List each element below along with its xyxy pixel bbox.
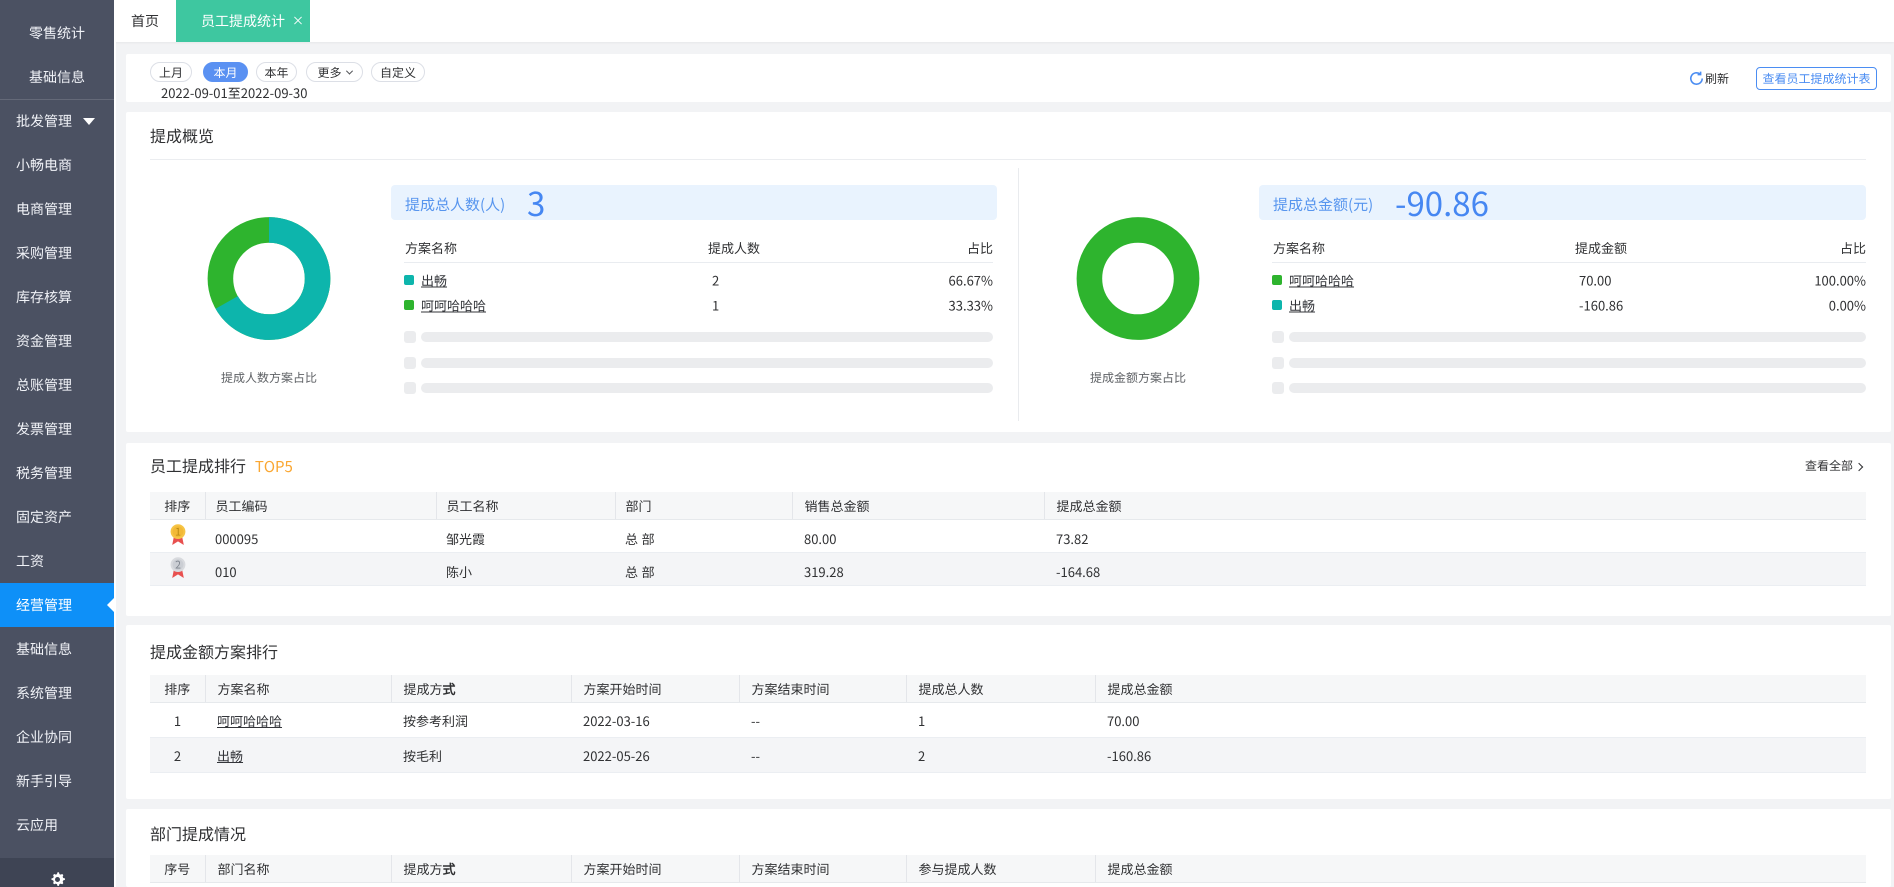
svg-text:2: 2 (175, 557, 181, 572)
svg-text:1: 1 (175, 524, 181, 539)
